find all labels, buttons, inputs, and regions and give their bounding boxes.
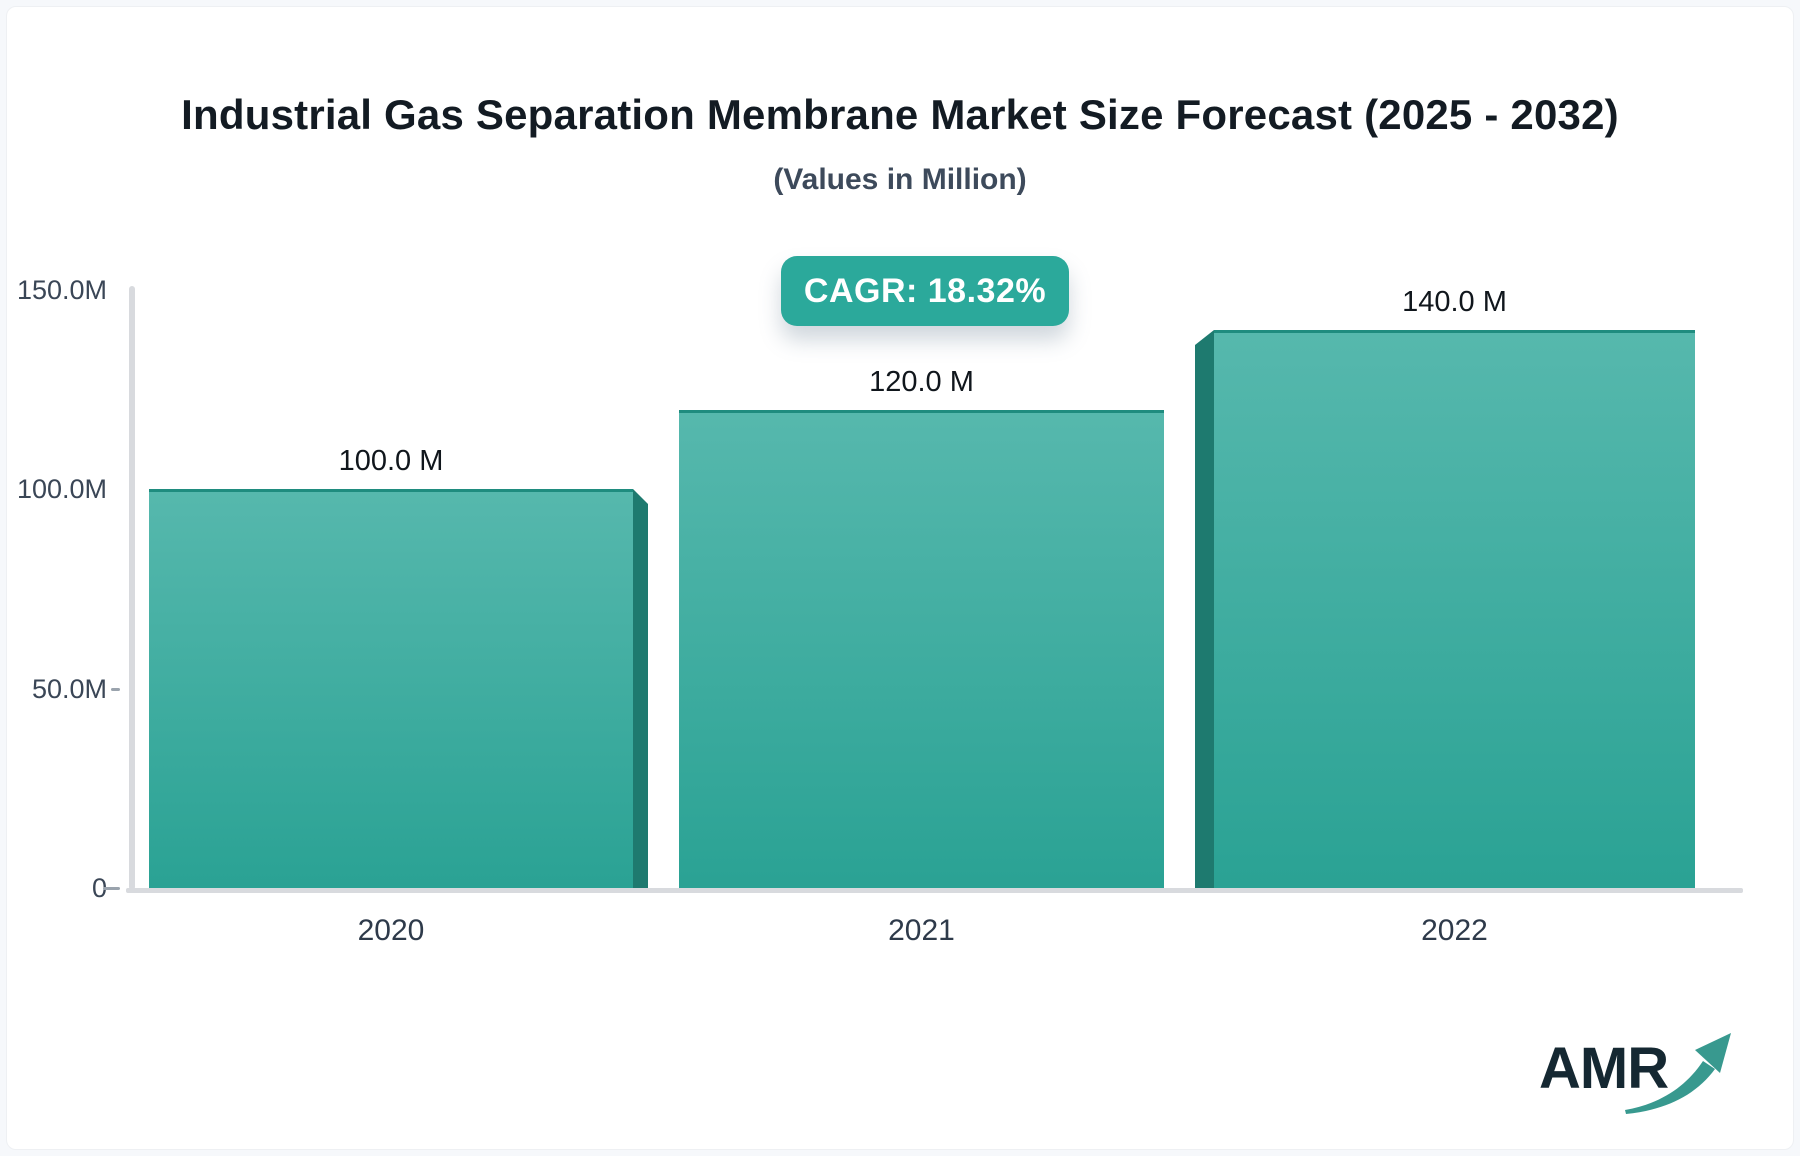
bar-2022-3d-side: [1195, 330, 1214, 888]
amr-logo-text: AMR: [1539, 1036, 1669, 1101]
x-axis-label-2020: 2020: [357, 914, 425, 947]
bar-2020[interactable]: [149, 489, 633, 888]
bar-value-label-2021: 120.0 M: [869, 366, 974, 398]
y-axis-tick-label: 100.0M: [16, 474, 107, 505]
x-axis-label-2021: 2021: [888, 914, 955, 947]
bar-2021[interactable]: [679, 410, 1164, 888]
bar-2022[interactable]: [1214, 330, 1695, 888]
x-axis-label-2022: 2022: [1421, 914, 1488, 947]
chart-title: Industrial Gas Separation Membrane Marke…: [181, 91, 1619, 138]
amr-logo: AMR: [1533, 1031, 1733, 1121]
chart-subtitle: (Values in Million): [773, 163, 1027, 196]
y-axis-tick-mark: [111, 687, 120, 691]
bar-2020-3d-side: [633, 489, 648, 888]
bar-value-label-2020: 100.0 M: [338, 445, 444, 477]
y-axis-tick-label: 50.0M: [31, 673, 107, 704]
x-axis-line: [126, 888, 1743, 893]
chart-card: Industrial Gas Separation Membrane Marke…: [6, 6, 1794, 1150]
plot-area: 150.0M 100.0M 50.0M 0 100.0 M 2020 120.0 M 202…: [7, 7, 1793, 1149]
bar-value-label-2022: 140.0 M: [1402, 286, 1507, 318]
y-axis-line: [129, 286, 135, 890]
y-axis-tick-label: 150.0M: [16, 275, 107, 305]
cagr-badge-label: CAGR: 18.32%: [803, 271, 1047, 310]
trend-up-arrow-icon: [1625, 1033, 1731, 1114]
y-axis-tick-mark: [103, 887, 120, 890]
y-axis-tick-label: 0: [91, 873, 107, 903]
cagr-badge: CAGR: 18.32%: [781, 256, 1069, 326]
